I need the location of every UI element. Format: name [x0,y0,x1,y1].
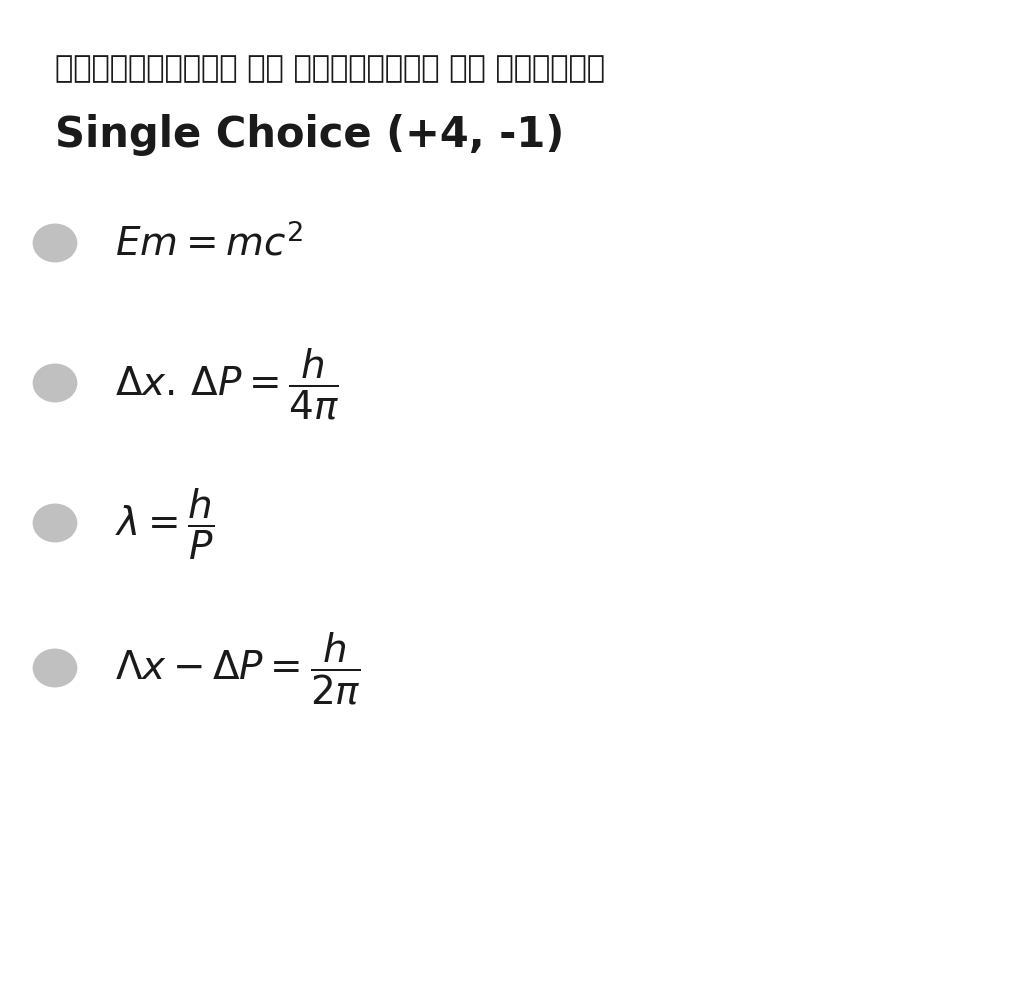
Ellipse shape [33,364,78,403]
Ellipse shape [33,505,78,543]
Text: $Em = mc^2$: $Em = mc^2$ [115,224,303,264]
Text: $\Lambda x - \Delta P = \dfrac{h}{2\pi}$: $\Lambda x - \Delta P = \dfrac{h}{2\pi}$ [115,630,360,706]
Ellipse shape [33,225,78,263]
Text: $\lambda = \dfrac{h}{P}$: $\lambda = \dfrac{h}{P}$ [115,485,214,561]
Text: अनिश्चितता के सिद्धांत के अनुसार: अनिश्चितता के सिद्धांत के अनुसार [55,54,605,83]
Ellipse shape [33,649,78,688]
Text: Single Choice (+4, -1): Single Choice (+4, -1) [55,114,564,155]
Text: $\Delta x.\, \Delta P = \dfrac{h}{4\pi}$: $\Delta x.\, \Delta P = \dfrac{h}{4\pi}$ [115,346,339,421]
